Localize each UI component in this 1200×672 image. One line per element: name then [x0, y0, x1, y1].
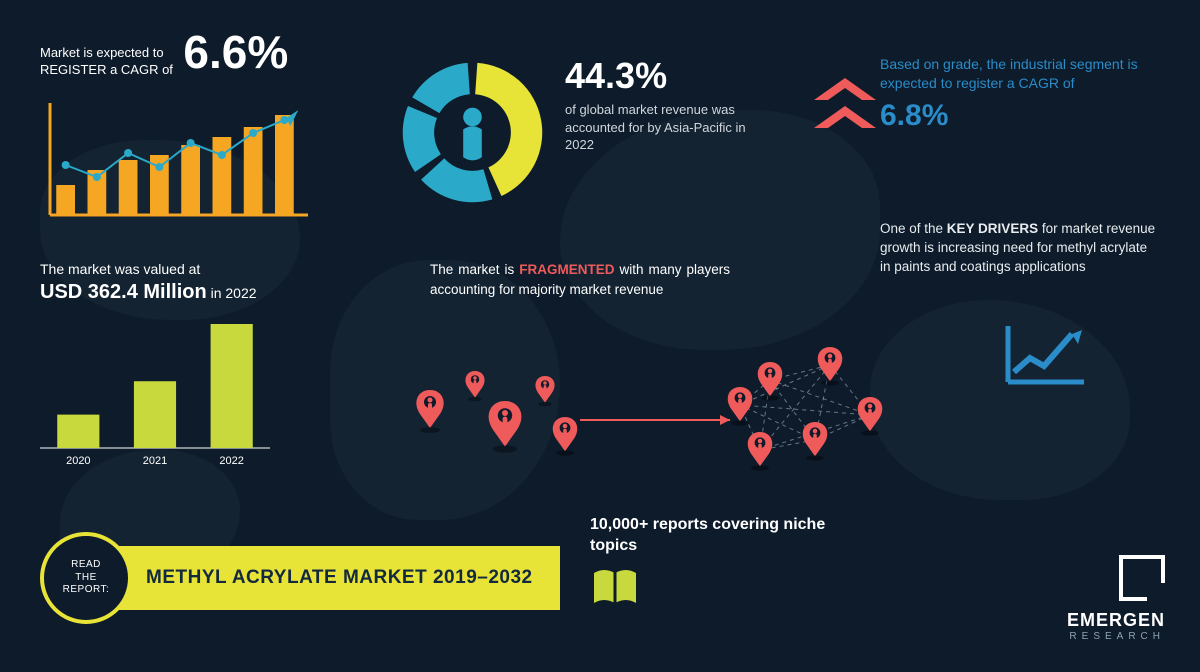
donut-subtext: of global market revenue was accounted f… [565, 101, 755, 154]
drivers-bold: KEY DRIVERS [947, 221, 1038, 236]
cagr-headline: Market is expected to REGISTER a CAGR of… [40, 25, 380, 79]
grade-value: 6.8% [880, 99, 1160, 133]
fragmented-text: The market is FRAGMENTED with many playe… [430, 260, 730, 299]
svg-text:2021: 2021 [143, 455, 167, 467]
valuation-bar-chart-icon: 2020 2021 2022 [40, 320, 270, 470]
donut-caption: 44.3% of global market revenue was accou… [565, 55, 755, 154]
report-circle-label: READ THE REPORT: [40, 532, 132, 624]
reports-text: 10,000+ reports covering niche topics [590, 515, 830, 557]
donut-percent: 44.3% [565, 55, 755, 97]
svg-text:2020: 2020 [66, 455, 90, 467]
logo-name: EMERGEN [1067, 610, 1165, 631]
logo-square-icon [1119, 555, 1165, 601]
growth-chart-icon [1000, 320, 1090, 390]
grade-text: Based on grade, the industrial segment i… [880, 55, 1160, 93]
frag-highlight: FRAGMENTED [519, 262, 614, 277]
donut-chart-icon [395, 55, 550, 210]
svg-text:2022: 2022 [219, 455, 243, 467]
key-drivers-text: One of the KEY DRIVERS for market revenu… [880, 220, 1160, 277]
frag-pre: The market is [430, 262, 519, 277]
cagr-lead: Market is expected to REGISTER a CAGR of [40, 45, 173, 79]
drivers-pre: One of the [880, 221, 947, 236]
bar-line-chart-icon [40, 95, 310, 225]
logo-sub: RESEARCH [1067, 631, 1165, 642]
grade-cagr-block: Based on grade, the industrial segment i… [880, 55, 1160, 133]
valuation-pre: The market was valued at [40, 261, 200, 277]
valuation-text: The market was valued at USD 362.4 Milli… [40, 260, 270, 306]
market-pins-icon [370, 330, 890, 500]
book-icon [590, 567, 640, 607]
valuation-post: in 2022 [207, 285, 257, 301]
reports-count-block: 10,000+ reports covering niche topics [590, 515, 830, 612]
cagr-value: 6.6% [183, 25, 288, 79]
report-banner: READ THE REPORT: METHYL ACRYLATE MARKET … [40, 539, 560, 617]
up-chevrons-icon [810, 60, 880, 140]
report-title: METHYL ACRYLATE MARKET 2019–2032 [86, 546, 560, 610]
valuation-amount: USD 362.4 Million [40, 281, 207, 303]
emergen-logo: EMERGEN RESEARCH [1067, 555, 1165, 642]
